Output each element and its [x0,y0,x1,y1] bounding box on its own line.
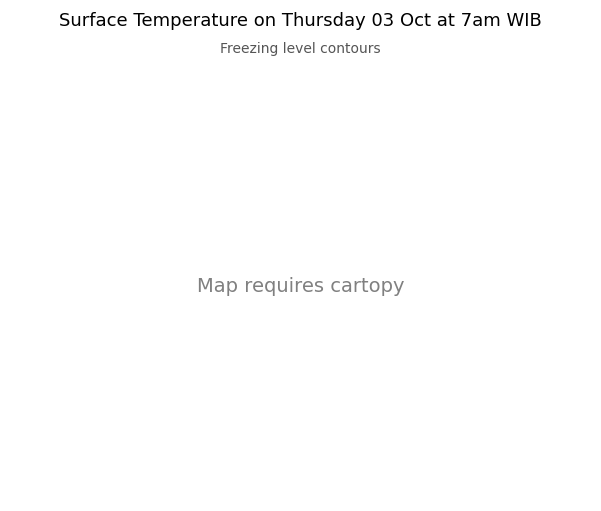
Text: Map requires cartopy: Map requires cartopy [197,276,404,296]
Text: Surface Temperature on Thursday 03 Oct at 7am WIB: Surface Temperature on Thursday 03 Oct a… [59,12,542,31]
Text: Freezing level contours: Freezing level contours [220,42,381,56]
